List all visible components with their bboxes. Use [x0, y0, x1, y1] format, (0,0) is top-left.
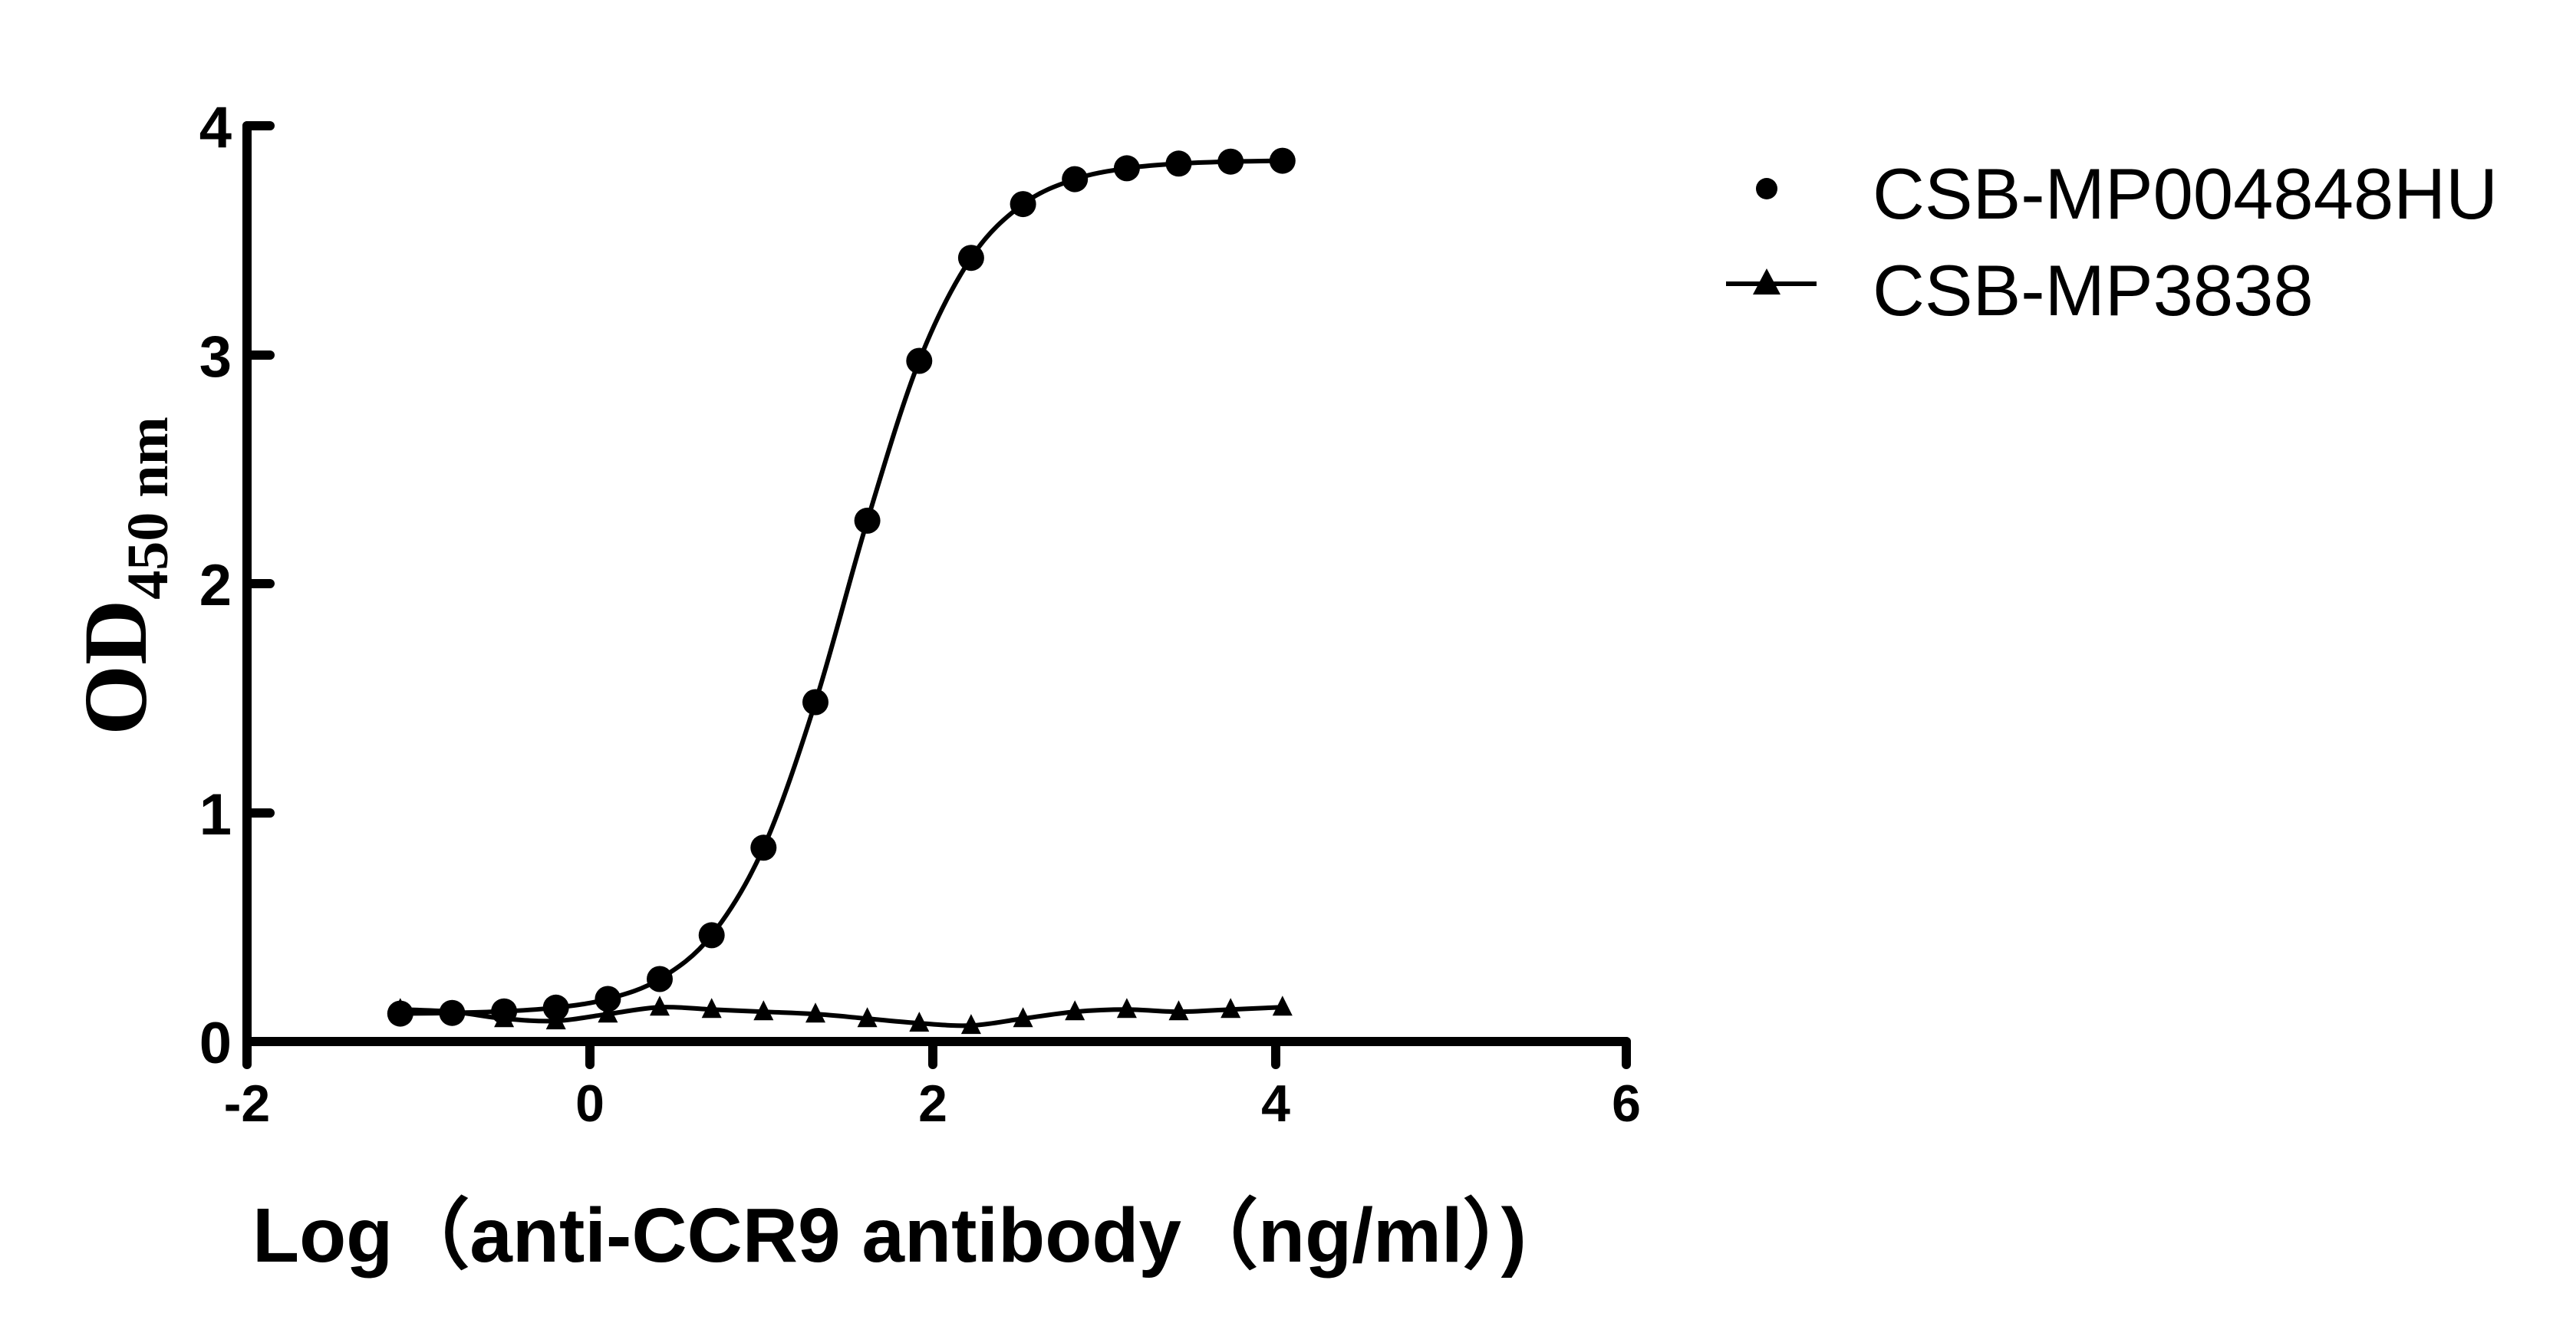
- svg-text:0: 0: [575, 1075, 604, 1133]
- svg-text:Log（anti-CCR9 antibody（ng/ml）): Log（anti-CCR9 antibody（ng/ml）): [252, 1193, 1527, 1279]
- svg-text:6: 6: [1612, 1075, 1641, 1133]
- svg-text:1: 1: [199, 782, 232, 847]
- svg-text:CSB-MP004848HU: CSB-MP004848HU: [1873, 153, 2498, 234]
- svg-text:4: 4: [199, 95, 232, 160]
- svg-text:4: 4: [1261, 1075, 1290, 1133]
- svg-text:CSB-MP3838: CSB-MP3838: [1873, 250, 2314, 331]
- svg-text:3: 3: [199, 324, 232, 390]
- svg-text:2: 2: [199, 553, 232, 618]
- svg-text:2: 2: [918, 1075, 947, 1133]
- svg-text:0: 0: [199, 1011, 232, 1076]
- svg-text:-2: -2: [224, 1075, 270, 1133]
